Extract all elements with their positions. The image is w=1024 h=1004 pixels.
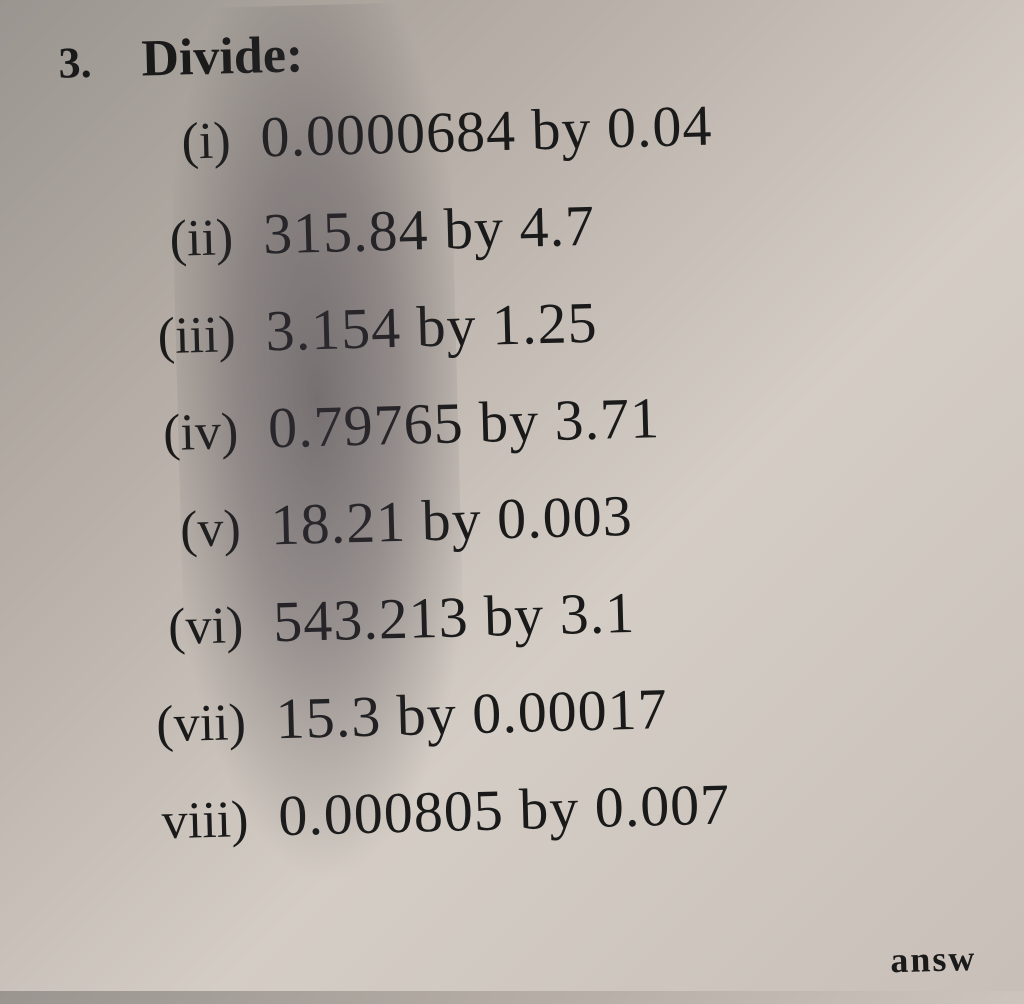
separator: by [518,775,580,842]
item-label: viii) [76,789,279,853]
separator: by [483,582,545,649]
list-item: (v) 18.21 by 0.003 [140,473,985,562]
separator: by [478,388,540,455]
item-label: (vi) [143,595,274,657]
item-text: 18.21 by 0.003 [270,482,634,558]
separator: by [396,682,458,749]
textbook-page: 3. Divide: (i) 0.0000684 by 0.04 (ii) 31… [0,0,1024,1004]
separator: by [443,195,505,262]
separator: by [421,487,483,554]
list-item: viii) 0.000805 by 0.007 [75,764,992,855]
item-text: 3.154 by 1.25 [265,289,599,365]
dividend: 315.84 [262,197,429,266]
dividend: 18.21 [270,489,407,558]
dividend: 0.0000684 [260,98,517,170]
divisor: 3.1 [559,580,636,647]
divisor: 0.003 [496,483,633,552]
item-text: 0.79765 by 3.71 [267,384,661,461]
divisor: 3.71 [554,385,661,453]
dividend: 543.213 [272,584,469,654]
question-title: Divide: [141,25,304,88]
item-text: 543.213 by 3.1 [272,579,636,655]
divisor: 1.25 [491,290,598,358]
divisor: 0.007 [594,771,731,840]
item-text: 0.0000684 by 0.04 [260,92,714,171]
item-label: (iv) [137,401,268,463]
list-item: (i) 0.0000684 by 0.04 [130,85,975,174]
list-item: (iv) 0.79765 by 3.71 [137,376,982,465]
list-item: (vi) 543.213 by 3.1 [142,570,987,659]
item-label: (vii) [101,692,276,756]
divisor: 0.00017 [471,676,668,746]
separator: by [416,293,478,360]
item-label: (iii) [135,304,266,366]
dividend: 3.154 [265,295,402,364]
item-label: (i) [130,110,261,172]
item-label: (ii) [132,207,263,269]
list-item: (ii) 315.84 by 4.7 [132,182,977,271]
partial-cutoff-text: answ [890,937,977,981]
question-number: 3. [58,37,92,89]
question-header: 3. Divide: [58,8,973,91]
item-label: (v) [140,498,271,560]
item-text: 0.000805 by 0.007 [277,770,731,849]
separator: by [531,96,593,163]
item-text: 315.84 by 4.7 [262,192,596,268]
divisor: 4.7 [519,193,596,260]
items-list: (i) 0.0000684 by 0.04 (ii) 315.84 by 4.7… [130,85,993,853]
divisor: 0.04 [606,93,713,161]
dividend: 0.000805 [277,777,504,848]
dividend: 15.3 [275,684,382,752]
list-item: (vii) 15.3 by 0.00017 [101,667,990,757]
dividend: 0.79765 [267,390,464,460]
item-text: 15.3 by 0.00017 [275,675,669,752]
list-item: (iii) 3.154 by 1.25 [135,279,980,368]
